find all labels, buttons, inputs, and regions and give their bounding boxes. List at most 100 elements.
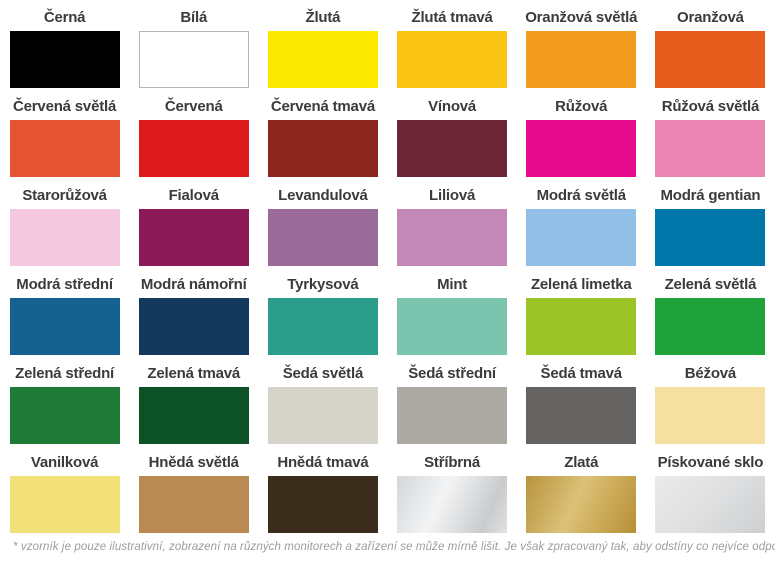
swatch-label: Modrá gentian: [660, 187, 761, 204]
color-swatch: [267, 298, 378, 355]
swatch-cell: Mint: [388, 275, 517, 355]
swatch-label: Zelená světlá: [664, 276, 757, 293]
color-swatch: [655, 120, 766, 177]
color-swatch: [9, 387, 120, 444]
swatch-cell: Zelená střední: [0, 364, 129, 444]
color-swatch: [138, 387, 249, 444]
swatch-label: Béžová: [684, 365, 737, 382]
swatch-label: Šedá tmavá: [540, 365, 623, 382]
swatch-cell: Vanilková: [0, 453, 129, 533]
swatch-cell: Modrá námořní: [129, 275, 258, 355]
swatch-cell: Žlutá tmavá: [388, 8, 517, 88]
swatch-cell: Zelená tmavá: [129, 364, 258, 444]
swatch-cell: Zelená světlá: [646, 275, 775, 355]
color-swatch: [267, 31, 378, 88]
color-swatch: [397, 387, 508, 444]
color-swatch: [138, 209, 249, 266]
color-swatch: [9, 209, 120, 266]
swatch-cell: Starorůžová: [0, 186, 129, 266]
color-swatch: [655, 387, 766, 444]
color-swatch: [526, 387, 637, 444]
swatch-cell: Šedá střední: [388, 364, 517, 444]
swatch-label: Růžová světlá: [661, 98, 760, 115]
swatch-cell: Tyrkysová: [258, 275, 387, 355]
color-swatch: [9, 298, 120, 355]
color-swatch: [655, 476, 766, 533]
color-swatch: [397, 209, 508, 266]
swatch-cell: Stříbrná: [388, 453, 517, 533]
swatch-cell: Šedá světlá: [258, 364, 387, 444]
color-swatch: [9, 120, 120, 177]
swatch-cell: Oranžová: [646, 8, 775, 88]
swatch-label: Zelená limetka: [530, 276, 632, 293]
swatch-cell: Růžová: [517, 97, 646, 177]
color-swatch: [267, 387, 378, 444]
color-swatch: [655, 31, 766, 88]
swatch-label: Modrá střední: [16, 276, 113, 293]
swatch-label: Vínová: [428, 98, 477, 115]
swatch-label: Zelená střední: [15, 365, 115, 382]
swatch-cell: Bílá: [129, 8, 258, 88]
swatch-label: Hnědá světlá: [148, 454, 239, 471]
swatch-cell: Pískované sklo: [646, 453, 775, 533]
swatch-label: Černá: [43, 9, 86, 26]
color-swatch: [138, 476, 249, 533]
swatch-label: Šedá střední: [408, 365, 496, 382]
color-swatch: [526, 298, 637, 355]
color-swatch: [655, 209, 766, 266]
swatch-label: Zlatá: [564, 454, 599, 471]
swatch-label: Fialová: [168, 187, 219, 204]
swatch-cell: Červená: [129, 97, 258, 177]
color-swatch: [397, 298, 508, 355]
swatch-label: Zelená tmavá: [147, 365, 241, 382]
swatch-label: Modrá světlá: [536, 187, 627, 204]
swatch-label: Mint: [437, 276, 468, 293]
swatch-cell: Béžová: [646, 364, 775, 444]
color-swatch: [655, 298, 766, 355]
color-swatch: [9, 31, 120, 88]
color-swatch: [138, 31, 249, 88]
color-swatch: [526, 209, 637, 266]
swatch-label: Liliová: [429, 187, 476, 204]
swatch-label: Šedá světlá: [282, 365, 364, 382]
swatch-label: Vanilková: [30, 454, 99, 471]
color-swatch: [397, 476, 508, 533]
color-swatch-grid: Černá Bílá Žlutá Žlutá tmavá Oranžová světlá…: [0, 8, 775, 533]
swatch-label: Červená světlá: [13, 98, 117, 115]
swatch-label: Bílá: [180, 9, 208, 26]
swatch-cell: Červená tmavá: [258, 97, 387, 177]
color-swatch: [267, 120, 378, 177]
footnote: * vzorník je pouze ilustrativní, zobraze…: [13, 541, 775, 553]
color-swatch: [267, 476, 378, 533]
swatch-label: Červená tmavá: [270, 98, 375, 115]
color-swatch: [9, 476, 120, 533]
color-swatch: [526, 476, 637, 533]
color-swatch: [138, 298, 249, 355]
swatch-label: Hnědá tmavá: [277, 454, 369, 471]
color-swatch: [397, 31, 508, 88]
swatch-cell: Modrá světlá: [517, 186, 646, 266]
swatch-cell: Zelená limetka: [517, 275, 646, 355]
swatch-cell: Růžová světlá: [646, 97, 775, 177]
swatch-cell: Modrá střední: [0, 275, 129, 355]
swatch-label: Žlutá: [305, 9, 341, 26]
swatch-cell: Žlutá: [258, 8, 387, 88]
swatch-cell: Fialová: [129, 186, 258, 266]
swatch-cell: Oranžová světlá: [517, 8, 646, 88]
swatch-cell: Zlatá: [517, 453, 646, 533]
color-swatch: [397, 120, 508, 177]
swatch-label: Stříbrná: [424, 454, 481, 471]
swatch-cell: Hnědá světlá: [129, 453, 258, 533]
swatch-label: Pískované sklo: [657, 454, 764, 471]
swatch-label: Modrá námořní: [140, 276, 247, 293]
swatch-label: Levandulová: [278, 187, 368, 204]
swatch-cell: Levandulová: [258, 186, 387, 266]
swatch-label: Tyrkysová: [287, 276, 359, 293]
swatch-label: Oranžová světlá: [525, 9, 638, 26]
swatch-label: Žlutá tmavá: [411, 9, 493, 26]
swatch-cell: Červená světlá: [0, 97, 129, 177]
swatch-cell: Černá: [0, 8, 129, 88]
swatch-cell: Vínová: [388, 97, 517, 177]
swatch-label: Starorůžová: [22, 187, 107, 204]
swatch-label: Oranžová: [677, 9, 744, 26]
